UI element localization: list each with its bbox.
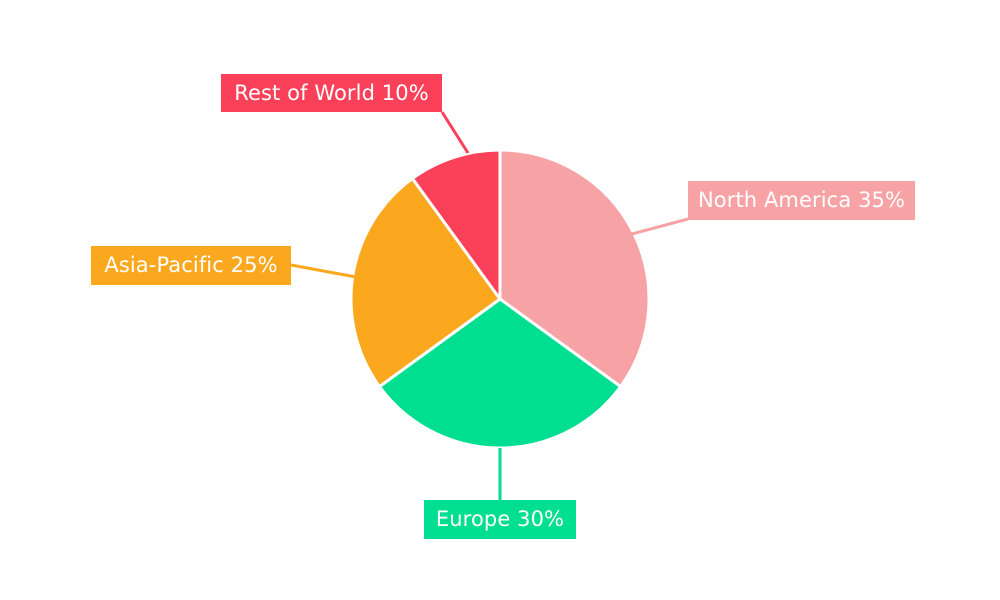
pie-slice-europe[interactable] — [377, 297, 623, 450]
slice-label-north-america[interactable]: North America 35% — [688, 181, 915, 220]
leader-line-asia-pacific — [290, 263, 357, 279]
slice-label-europe[interactable]: Europe 30% — [424, 500, 576, 539]
slice-label-asia-pacific-text: Asia-Pacific 25% — [104, 253, 278, 277]
pie-slice-rest-of-world[interactable] — [410, 148, 502, 301]
leader-line-north-america — [631, 217, 689, 236]
leader-line-rest-of-world — [440, 111, 470, 154]
slice-label-rest-of-world-text: Rest of World 10% — [234, 80, 429, 105]
pie-slice-north-america[interactable] — [498, 148, 651, 389]
pie-slices-group — [349, 148, 651, 450]
slice-label-europe-text: Europe 30% — [435, 507, 565, 531]
slice-label-north-america-text: North America 35% — [697, 188, 906, 212]
slice-label-rest-of-world[interactable]: Rest of World 10% — [221, 74, 442, 112]
leader-lines-group — [290, 111, 689, 500]
slice-label-asia-pacific[interactable]: Asia-Pacific 25% — [91, 246, 291, 285]
